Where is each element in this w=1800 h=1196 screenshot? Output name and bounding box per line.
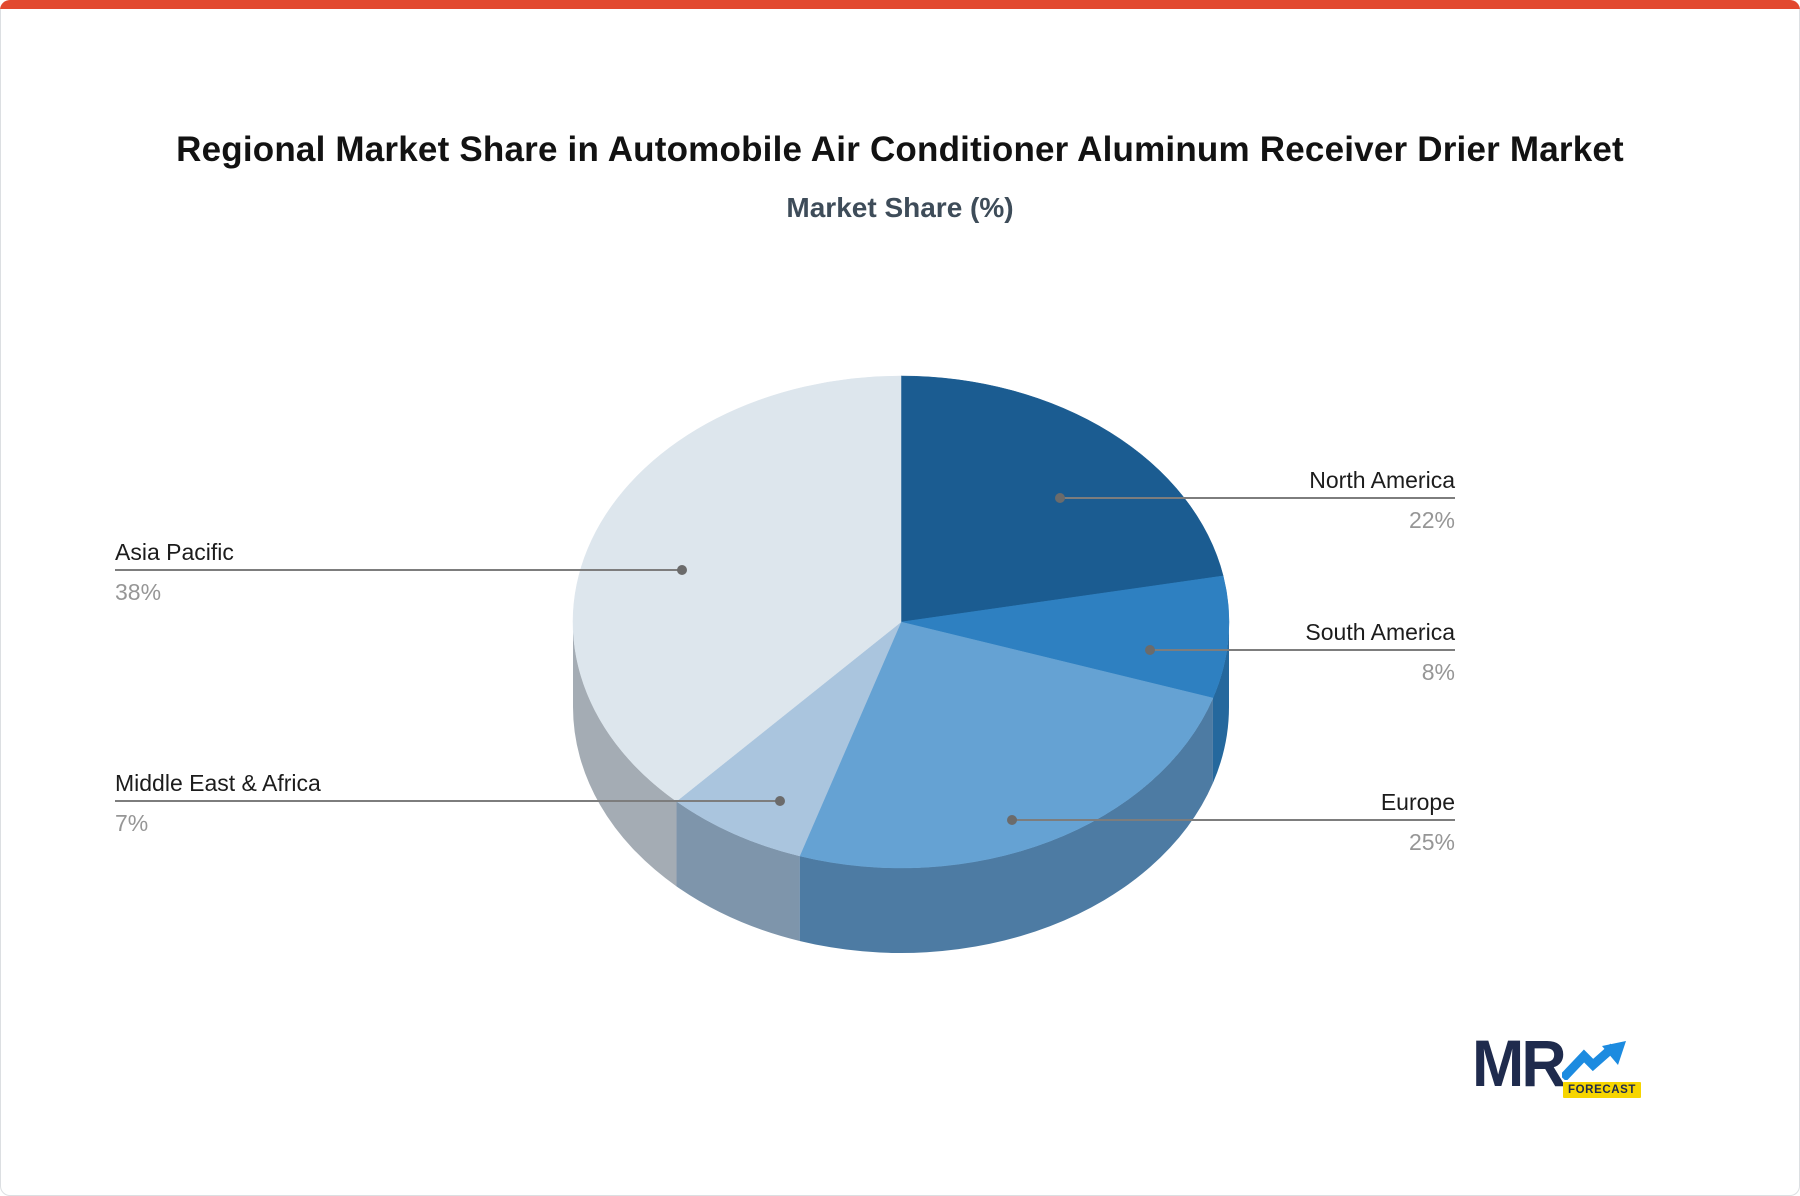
logo-badge: FORECAST bbox=[1563, 1082, 1642, 1098]
chart-subtitle: Market Share (%) bbox=[786, 192, 1014, 223]
slice-label-name: South America bbox=[1305, 619, 1455, 645]
pie-slice-south-america bbox=[900, 575, 1230, 699]
pie-slice-middle-east-africa bbox=[676, 621, 902, 857]
leader-dot-south-america bbox=[1145, 645, 1155, 655]
logo-trend-arrow-icon bbox=[1562, 1041, 1626, 1080]
top-accent-bar bbox=[0, 0, 1800, 9]
slice-label-name: North America bbox=[1309, 467, 1455, 493]
slice-label-percent: 7% bbox=[115, 810, 149, 836]
slice-label-percent: 38% bbox=[115, 579, 162, 605]
slice-label-name: Asia Pacific bbox=[115, 539, 234, 565]
slice-label-middle-east-africa: Middle East & Africa 7% bbox=[115, 768, 321, 836]
pie-side-south-america bbox=[1212, 622, 1229, 784]
logo-text: MR bbox=[1472, 1026, 1567, 1100]
pie-side-asia-pacific bbox=[573, 622, 677, 887]
pie-slice-europe bbox=[799, 621, 1214, 869]
mr-forecast-logo: MR FORECAST bbox=[1462, 1030, 1657, 1112]
slice-label-percent: 22% bbox=[1408, 507, 1455, 533]
slice-label-percent: 25% bbox=[1408, 829, 1455, 855]
pie-slice-asia-pacific bbox=[572, 375, 902, 802]
leader-dot-north-america bbox=[1055, 493, 1065, 503]
slice-label-name: Middle East & Africa bbox=[115, 770, 321, 796]
slice-label-north-america: North America 22% bbox=[1309, 465, 1455, 533]
chart-title: Regional Market Share in Automobile Air … bbox=[176, 130, 1624, 169]
pie-side-middle-east-africa bbox=[676, 801, 800, 941]
leader-dot-asia-pacific bbox=[677, 565, 687, 575]
slice-label-europe: Europe 25% bbox=[1381, 787, 1455, 855]
slice-label-south-america: South America 8% bbox=[1305, 617, 1455, 685]
leader-dot-middle-east-africa bbox=[775, 796, 785, 806]
slice-label-percent: 8% bbox=[1421, 659, 1455, 685]
slice-label-name: Europe bbox=[1380, 789, 1455, 815]
leader-dot-europe bbox=[1007, 815, 1017, 825]
slice-label-asia-pacific: Asia Pacific 38% bbox=[115, 537, 234, 605]
pie-side-europe bbox=[799, 698, 1213, 954]
